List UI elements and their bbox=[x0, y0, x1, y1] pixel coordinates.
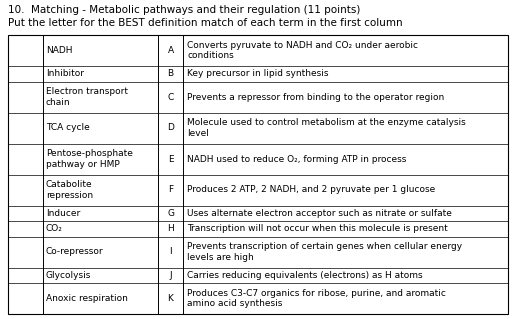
Text: I: I bbox=[169, 248, 172, 256]
Text: H: H bbox=[167, 224, 174, 233]
Text: Inducer: Inducer bbox=[46, 209, 80, 218]
Text: Put the letter for the BEST definition match of each term in the first column: Put the letter for the BEST definition m… bbox=[8, 18, 402, 28]
Text: G: G bbox=[167, 209, 174, 218]
Text: J: J bbox=[169, 271, 172, 280]
Text: Electron transport
chain: Electron transport chain bbox=[46, 87, 128, 107]
Text: Pentose-phosphate
pathway or HMP: Pentose-phosphate pathway or HMP bbox=[46, 149, 133, 169]
Text: Inhibitor: Inhibitor bbox=[46, 69, 84, 78]
Text: Uses alternate electron acceptor such as nitrate or sulfate: Uses alternate electron acceptor such as… bbox=[187, 209, 452, 218]
Text: Carries reducing equivalents (electrons) as H atoms: Carries reducing equivalents (electrons)… bbox=[187, 271, 423, 280]
Text: Key precursor in lipid synthesis: Key precursor in lipid synthesis bbox=[187, 69, 329, 78]
Text: E: E bbox=[168, 154, 173, 164]
Text: Produces 2 ATP, 2 NADH, and 2 pyruvate per 1 glucose: Produces 2 ATP, 2 NADH, and 2 pyruvate p… bbox=[187, 186, 436, 195]
Text: Co-repressor: Co-repressor bbox=[46, 248, 104, 256]
Text: Prevents a repressor from binding to the operator region: Prevents a repressor from binding to the… bbox=[187, 93, 444, 101]
Text: Glycolysis: Glycolysis bbox=[46, 271, 91, 280]
Text: 10.  Matching - Metabolic pathways and their regulation (11 points): 10. Matching - Metabolic pathways and th… bbox=[8, 5, 360, 15]
Text: Converts pyruvate to NADH and CO₂ under aerobic
conditions: Converts pyruvate to NADH and CO₂ under … bbox=[187, 41, 418, 60]
Text: C: C bbox=[167, 93, 173, 101]
Text: Anoxic respiration: Anoxic respiration bbox=[46, 294, 128, 303]
Text: K: K bbox=[168, 294, 173, 303]
Text: TCA cycle: TCA cycle bbox=[46, 123, 90, 132]
Text: NADH: NADH bbox=[46, 46, 73, 55]
Text: Molecule used to control metabolism at the enzyme catalysis
level: Molecule used to control metabolism at t… bbox=[187, 118, 466, 138]
Text: B: B bbox=[167, 69, 173, 78]
Text: NADH used to reduce O₂, forming ATP in process: NADH used to reduce O₂, forming ATP in p… bbox=[187, 154, 407, 164]
Text: D: D bbox=[167, 123, 174, 132]
Text: F: F bbox=[168, 186, 173, 195]
Text: Produces C3-C7 organics for ribose, purine, and aromatic
amino acid synthesis: Produces C3-C7 organics for ribose, puri… bbox=[187, 289, 446, 308]
Text: Catabolite
repression: Catabolite repression bbox=[46, 180, 93, 200]
Bar bbox=[8, 35, 508, 314]
Text: Transcription will not occur when this molecule is present: Transcription will not occur when this m… bbox=[187, 224, 448, 233]
Text: Prevents transcription of certain genes when cellular energy
levels are high: Prevents transcription of certain genes … bbox=[187, 242, 462, 262]
Text: CO₂: CO₂ bbox=[46, 224, 63, 233]
Text: A: A bbox=[167, 46, 173, 55]
